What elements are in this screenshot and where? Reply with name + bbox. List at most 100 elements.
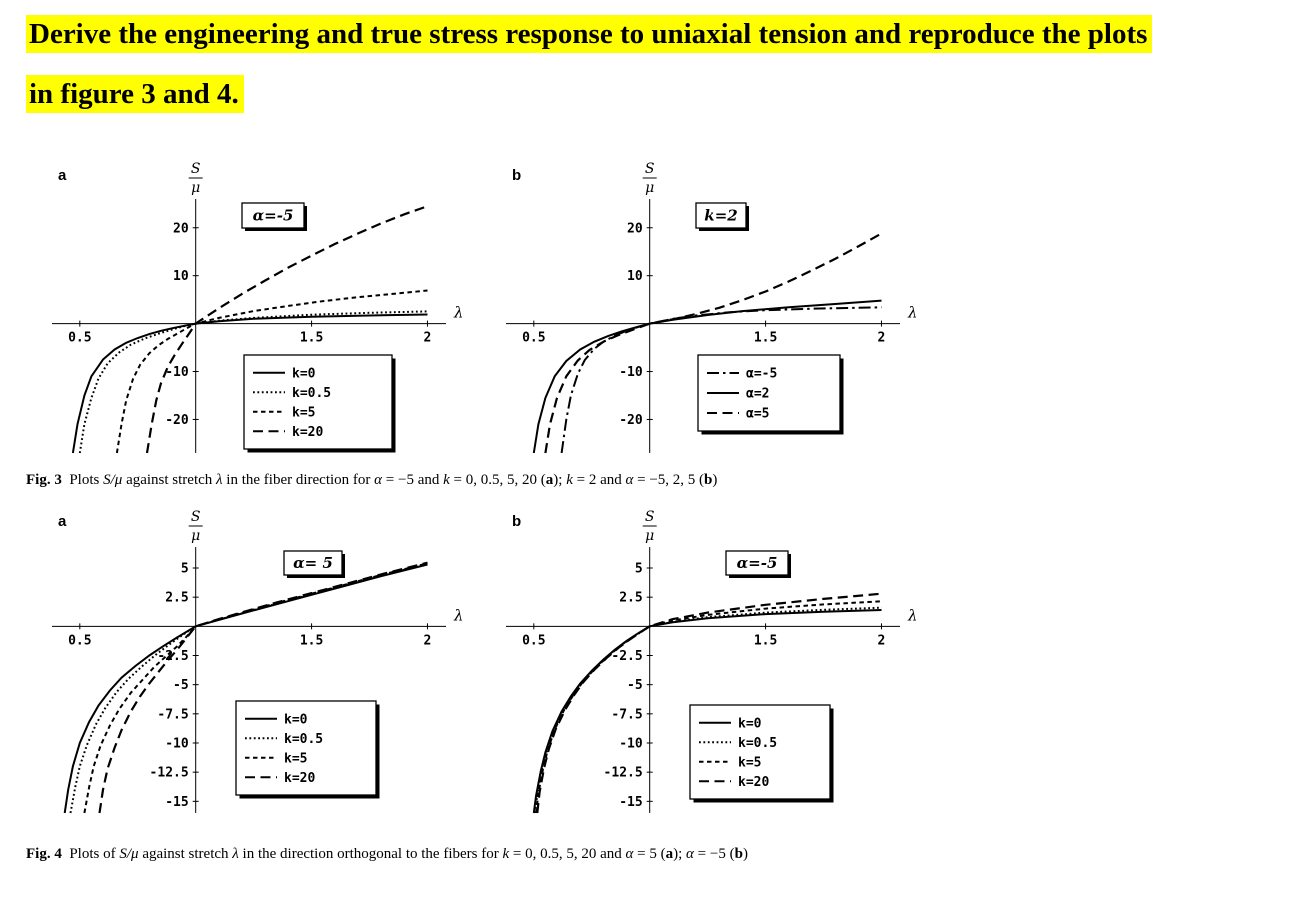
y-axis-numerator: S — [645, 161, 655, 177]
y-tick-label: -20 — [619, 412, 643, 427]
curve-k=20 — [145, 204, 428, 453]
caption-segment: S/μ — [119, 845, 139, 862]
panel-label-a: a — [58, 166, 67, 184]
legend-entry-label: k=5 — [738, 755, 761, 770]
caption-segment: ) — [742, 845, 748, 862]
x-axis-symbol: λ — [453, 606, 464, 624]
caption-segment: λ — [232, 845, 239, 862]
y-tick-label: -20 — [165, 412, 189, 427]
x-tick-label: 2 — [878, 330, 886, 345]
param-box-label: α=-5 — [737, 554, 778, 572]
caption-segment: α — [625, 471, 634, 488]
caption-segment: α — [625, 845, 634, 862]
y-tick-label: 10 — [627, 269, 643, 284]
y-tick-label: 2.5 — [165, 590, 188, 605]
caption-segment: = 0, 0.5, 5, 20 ( — [449, 471, 546, 488]
legend-entry-label: k=0.5 — [292, 385, 331, 400]
y-tick-label: -2.5 — [611, 649, 642, 664]
y-tick-label: -10 — [165, 365, 189, 380]
legend-entry-label: k=20 — [284, 770, 315, 785]
panel-label-b: b — [512, 166, 522, 184]
y-tick-label: -5 — [173, 678, 189, 693]
caption-segment: Plots — [61, 471, 104, 488]
y-axis-denominator: μ — [191, 528, 200, 544]
caption-segment: a — [545, 471, 554, 488]
x-tick-label: 1.5 — [300, 330, 323, 345]
y-axis-numerator: S — [645, 509, 655, 525]
y-axis-denominator: μ — [645, 180, 654, 196]
caption-segment: α — [374, 471, 383, 488]
legend-entry-label: α=2 — [746, 386, 769, 401]
x-tick-label: 1.5 — [300, 633, 323, 648]
caption-segment: = 2 and — [572, 471, 626, 488]
curve-k=0.5 — [78, 309, 428, 453]
caption-segment: = 0, 0.5, 5, 20 and — [509, 845, 626, 862]
curve-α=-5 — [560, 305, 882, 453]
y-tick-label: -7.5 — [611, 707, 642, 722]
caption-segment: b — [734, 845, 743, 862]
legend-entry-label: α=-5 — [746, 366, 777, 381]
task-line-2-wrap: in figure 3 and 4. — [26, 75, 1292, 114]
curve-α=5 — [544, 232, 883, 453]
caption-segment: = 5 ( — [633, 845, 666, 862]
curves — [63, 561, 428, 813]
y-tick-label: -10 — [619, 736, 643, 751]
y-axis-numerator: S — [191, 161, 201, 177]
x-tick-label: 0.5 — [68, 330, 91, 345]
caption-segment: in the direction orthogonal to the fiber… — [238, 845, 503, 862]
y-tick-label: -12.5 — [150, 765, 189, 780]
caption-segment: ) — [712, 471, 718, 488]
legend-entry-label: k=20 — [292, 424, 323, 439]
task-line-1-wrap: Derive the engineering and true stress r… — [26, 15, 1292, 53]
curve-k=20 — [98, 561, 428, 813]
y-tick-label: -15 — [619, 794, 642, 809]
param-box — [695, 201, 747, 229]
curves — [532, 232, 883, 453]
x-tick-label: 0.5 — [522, 330, 545, 345]
legend-entry-label: k=0.5 — [738, 735, 777, 750]
y-tick-label: 10 — [173, 269, 189, 284]
y-tick-label: 2.5 — [619, 590, 642, 605]
caption-segment: against stretch — [138, 845, 233, 862]
caption-segment: k — [443, 471, 450, 488]
x-tick-label: 0.5 — [68, 633, 91, 648]
x-axis-symbol: λ — [907, 606, 918, 624]
caption-segment: k — [502, 845, 510, 862]
task-line-1: Derive the engineering and true stress r… — [26, 15, 1153, 53]
legend-box — [235, 699, 377, 796]
curve-k=0 — [71, 313, 428, 453]
caption-segment: Fig. 4 — [26, 845, 62, 862]
y-axis-denominator: μ — [645, 528, 654, 544]
page: Derive the engineering and true stress r… — [0, 15, 1292, 862]
legend-entry-label: α=5 — [746, 406, 769, 421]
legend-box — [243, 353, 393, 450]
y-tick-label: -7.5 — [157, 707, 188, 722]
panel-label-b: b — [512, 512, 522, 530]
caption-segment: = −5, 2, 5 ( — [633, 471, 705, 488]
curves — [532, 592, 882, 813]
y-tick-label: -12.5 — [604, 765, 643, 780]
y-tick-label: -5 — [627, 678, 643, 693]
caption-segment: in the fiber direction for — [222, 471, 375, 488]
param-box — [241, 201, 305, 229]
x-tick-label: 2 — [424, 330, 432, 345]
y-tick-label: 5 — [181, 561, 189, 576]
chart-fig3b: 0.5 1.5 2 20 10 -10 -20 λ Sμ k=2 α=-5 α=2 α=5 — [506, 161, 918, 453]
legend-entry-label: k=5 — [284, 751, 307, 766]
x-axis-symbol: λ — [907, 303, 918, 321]
caption-segment: k — [566, 471, 573, 488]
legend-entry-label: k=0 — [738, 716, 762, 731]
param-box — [283, 549, 343, 576]
x-tick-label: 2 — [424, 633, 432, 648]
y-axis-numerator: S — [191, 509, 201, 525]
x-tick-label: 2 — [878, 633, 886, 648]
param-box-label: α=-5 — [253, 206, 294, 224]
